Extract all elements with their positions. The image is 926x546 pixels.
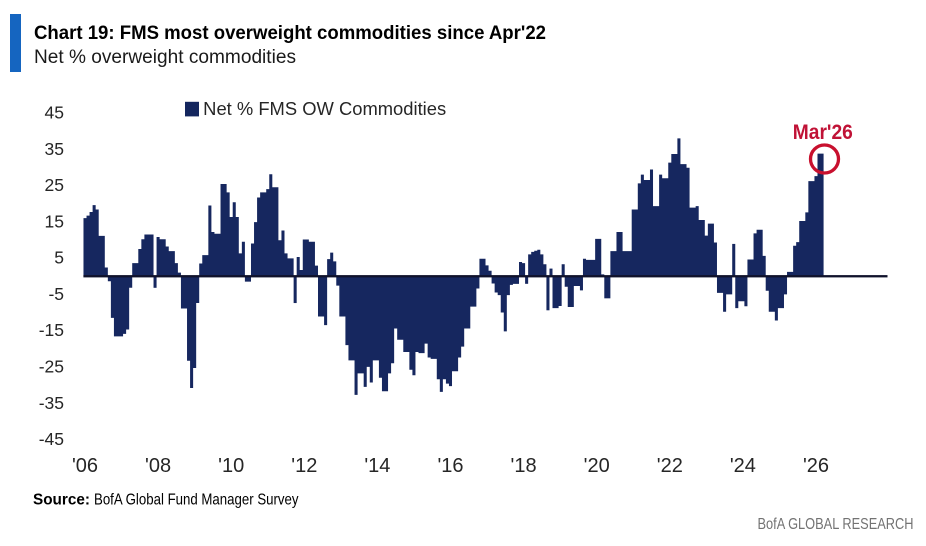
svg-text:'12: '12 (291, 455, 317, 477)
svg-text:Source:: Source: (33, 492, 90, 509)
svg-text:'20: '20 (584, 455, 610, 477)
svg-text:-35: -35 (39, 393, 64, 413)
svg-text:Chart 19: FMS most overweight: Chart 19: FMS most overweight commoditie… (34, 22, 546, 44)
svg-text:Net % FMS OW Commodities: Net % FMS OW Commodities (203, 99, 446, 119)
svg-text:'18: '18 (511, 455, 537, 477)
svg-text:25: 25 (45, 175, 64, 195)
svg-text:Net % overweight commodities: Net % overweight commodities (34, 47, 296, 68)
svg-text:BofA GLOBAL RESEARCH: BofA GLOBAL RESEARCH (758, 516, 914, 533)
svg-text:'10: '10 (218, 455, 244, 477)
svg-text:-15: -15 (39, 320, 64, 340)
svg-text:-5: -5 (48, 284, 64, 304)
svg-text:15: 15 (45, 211, 64, 231)
svg-text:35: 35 (45, 139, 64, 159)
svg-text:'14: '14 (364, 455, 390, 477)
svg-text:'22: '22 (657, 455, 683, 477)
svg-text:'16: '16 (437, 455, 463, 477)
svg-text:45: 45 (45, 103, 64, 123)
svg-text:BofA Global Fund Manager Surve: BofA Global Fund Manager Survey (94, 492, 299, 509)
svg-text:5: 5 (54, 248, 64, 268)
svg-text:'24: '24 (730, 455, 756, 477)
svg-text:'06: '06 (72, 455, 98, 477)
svg-text:-45: -45 (39, 429, 64, 449)
svg-text:Mar'26: Mar'26 (793, 121, 853, 144)
svg-text:-25: -25 (39, 357, 64, 377)
svg-text:'26: '26 (803, 455, 829, 477)
svg-text:'08: '08 (145, 455, 171, 477)
